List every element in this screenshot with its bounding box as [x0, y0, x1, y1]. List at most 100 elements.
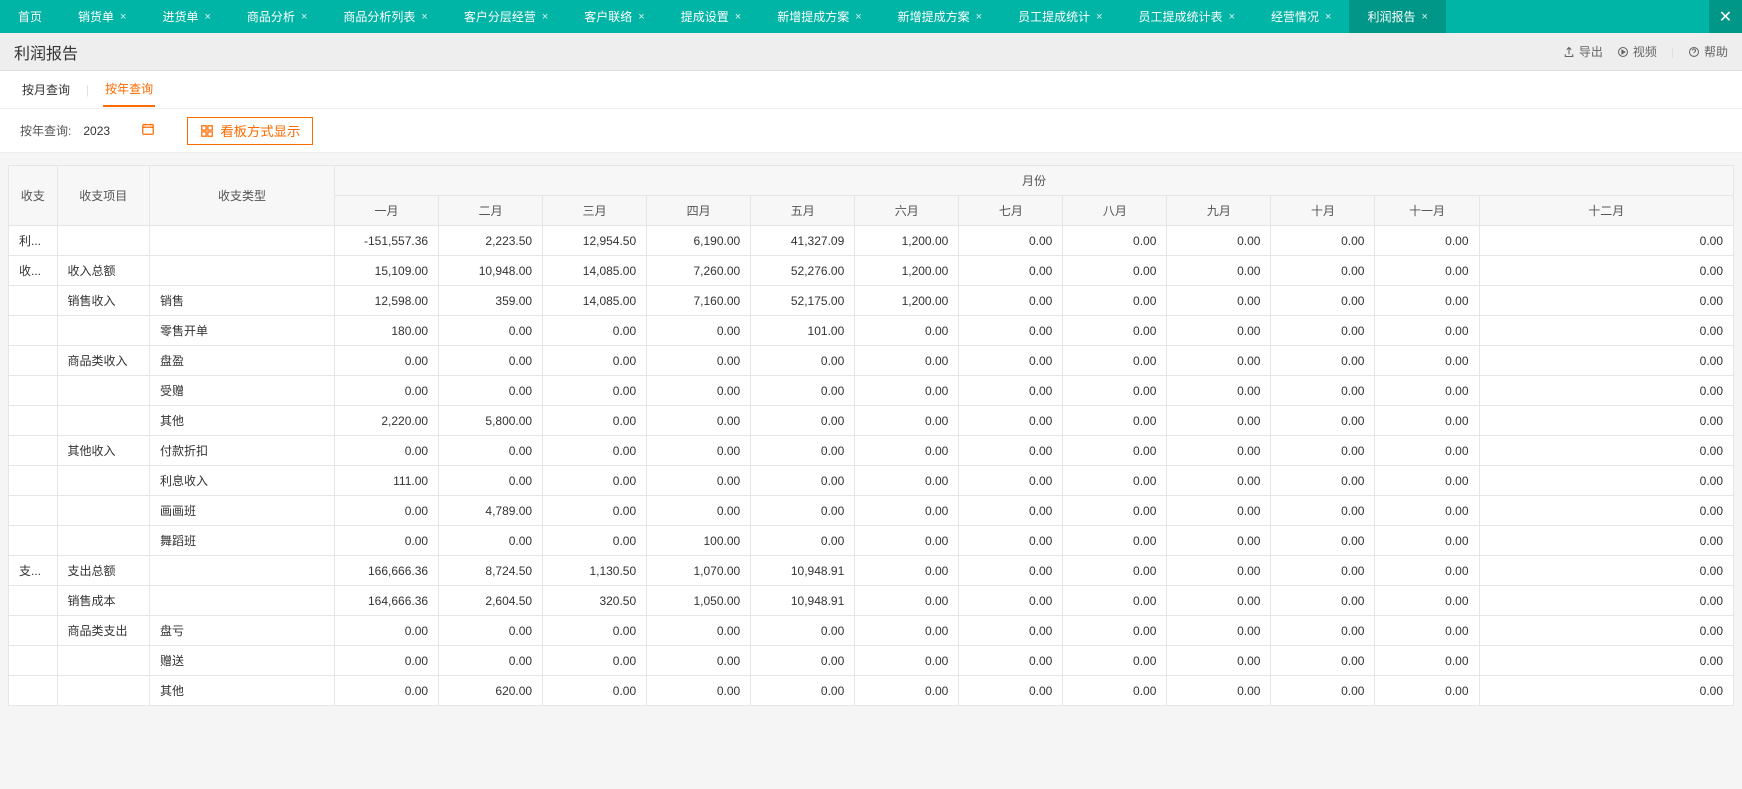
cell-cat — [9, 496, 58, 526]
title-actions: 导出 视频 | 帮助 — [1563, 43, 1728, 60]
cell-m5: 0.00 — [751, 496, 855, 526]
cell-m1: 0.00 — [335, 346, 439, 376]
cell-cat — [9, 286, 58, 316]
cell-m10: 0.00 — [1271, 676, 1375, 706]
cell-m9: 0.00 — [1167, 226, 1271, 256]
table-row: 支...支出总额166,666.368,724.501,130.501,070.… — [9, 556, 1734, 586]
cell-m5: 0.00 — [751, 526, 855, 556]
close-all-tabs-button[interactable]: ✕ — [1709, 0, 1742, 33]
tab-1[interactable]: 销货单× — [60, 0, 144, 33]
help-button[interactable]: 帮助 — [1688, 43, 1728, 60]
divider: | — [1671, 43, 1674, 60]
tab-0[interactable]: 首页 — [0, 0, 60, 33]
close-icon[interactable]: × — [542, 11, 548, 23]
cell-m10: 0.00 — [1271, 616, 1375, 646]
close-icon[interactable]: × — [301, 11, 307, 23]
cell-item: 支出总额 — [57, 556, 149, 586]
cell-cat — [9, 616, 58, 646]
export-button[interactable]: 导出 — [1563, 43, 1603, 60]
tab-10[interactable]: 员工提成统计× — [1000, 0, 1120, 33]
cell-item: 销售成本 — [57, 586, 149, 616]
cell-m9: 0.00 — [1167, 496, 1271, 526]
tab-13[interactable]: 利润报告× — [1349, 0, 1445, 33]
tab-12[interactable]: 经营情况× — [1253, 0, 1349, 33]
board-view-button[interactable]: 看板方式显示 — [187, 117, 313, 145]
year-picker[interactable]: 2023 — [83, 122, 155, 139]
cell-m10: 0.00 — [1271, 436, 1375, 466]
tab-4[interactable]: 商品分析列表× — [325, 0, 445, 33]
cell-m7: 0.00 — [959, 226, 1063, 256]
table-head: 收支 收支项目 收支类型 月份 一月二月三月四月五月六月七月八月九月十月十一月十… — [9, 166, 1734, 226]
cell-m1: 0.00 — [335, 646, 439, 676]
close-icon[interactable]: × — [976, 11, 982, 23]
cell-m12: 0.00 — [1479, 676, 1733, 706]
year-filter-label: 按年查询: — [20, 122, 71, 139]
tab-9[interactable]: 新增提成方案× — [880, 0, 1000, 33]
cell-m7: 0.00 — [959, 436, 1063, 466]
close-icon[interactable]: × — [204, 11, 210, 23]
cell-item — [57, 526, 149, 556]
cell-m10: 0.00 — [1271, 346, 1375, 376]
close-icon[interactable]: × — [120, 11, 126, 23]
tab-11[interactable]: 员工提成统计表× — [1121, 0, 1253, 33]
cell-m5: 10,948.91 — [751, 556, 855, 586]
cell-cat: 利... — [9, 226, 58, 256]
close-icon[interactable]: × — [421, 11, 427, 23]
cell-m6: 0.00 — [855, 556, 959, 586]
cell-m8: 0.00 — [1063, 436, 1167, 466]
table-row: 受赠0.000.000.000.000.000.000.000.000.000.… — [9, 376, 1734, 406]
tab-5[interactable]: 客户分层经营× — [446, 0, 566, 33]
cell-cat: 支... — [9, 556, 58, 586]
tab-3[interactable]: 商品分析× — [229, 0, 325, 33]
cell-m4: 0.00 — [647, 496, 751, 526]
cell-m6: 0.00 — [855, 436, 959, 466]
cell-m1: 0.00 — [335, 376, 439, 406]
cell-m9: 0.00 — [1167, 676, 1271, 706]
cell-m9: 0.00 — [1167, 466, 1271, 496]
tab-by-year[interactable]: 按年查询 — [103, 72, 155, 107]
close-icon[interactable]: × — [1421, 11, 1427, 23]
cell-m12: 0.00 — [1479, 256, 1733, 286]
cell-m10: 0.00 — [1271, 586, 1375, 616]
close-icon[interactable]: × — [855, 11, 861, 23]
tab-by-month[interactable]: 按月查询 — [20, 73, 72, 106]
tab-8[interactable]: 新增提成方案× — [759, 0, 879, 33]
tab-label: 客户联络 — [584, 8, 632, 25]
tab-6[interactable]: 客户联络 × — [566, 0, 662, 33]
cell-m12: 0.00 — [1479, 646, 1733, 676]
video-button[interactable]: 视频 — [1617, 43, 1657, 60]
cell-m11: 0.00 — [1375, 346, 1479, 376]
tab-2[interactable]: 进货单 × — [144, 0, 228, 33]
cell-m8: 0.00 — [1063, 496, 1167, 526]
col-item: 收支项目 — [57, 166, 149, 226]
cell-type: 赠送 — [150, 646, 335, 676]
table-row: 销售收入销售12,598.00359.0014,085.007,160.0052… — [9, 286, 1734, 316]
profit-table-container: 收支 收支项目 收支类型 月份 一月二月三月四月五月六月七月八月九月十月十一月十… — [8, 165, 1734, 706]
cell-m11: 0.00 — [1375, 526, 1479, 556]
close-icon[interactable]: × — [1325, 11, 1331, 23]
calendar-icon[interactable] — [141, 122, 155, 139]
cell-m11: 0.00 — [1375, 226, 1479, 256]
tab-label: 提成设置 — [681, 8, 729, 25]
col-month-group: 月份 — [335, 166, 1734, 196]
close-icon[interactable]: × — [1229, 11, 1235, 23]
table-row: 赠送0.000.000.000.000.000.000.000.000.000.… — [9, 646, 1734, 676]
close-icon[interactable]: × — [1096, 11, 1102, 23]
cell-item — [57, 406, 149, 436]
cell-cat — [9, 406, 58, 436]
cell-m8: 0.00 — [1063, 526, 1167, 556]
tab-7[interactable]: 提成设置 × — [663, 0, 759, 33]
cell-m7: 0.00 — [959, 346, 1063, 376]
tab-label: 进货单 — [162, 8, 198, 25]
export-label: 导出 — [1579, 43, 1603, 60]
cell-m5: 0.00 — [751, 466, 855, 496]
cell-m8: 0.00 — [1063, 406, 1167, 436]
cell-m8: 0.00 — [1063, 586, 1167, 616]
cell-m2: 4,789.00 — [439, 496, 543, 526]
cell-m1: 0.00 — [335, 496, 439, 526]
close-icon[interactable]: × — [638, 11, 644, 23]
cell-item: 收入总额 — [57, 256, 149, 286]
cell-type: 受赠 — [150, 376, 335, 406]
help-label: 帮助 — [1704, 43, 1728, 60]
close-icon[interactable]: × — [735, 11, 741, 23]
